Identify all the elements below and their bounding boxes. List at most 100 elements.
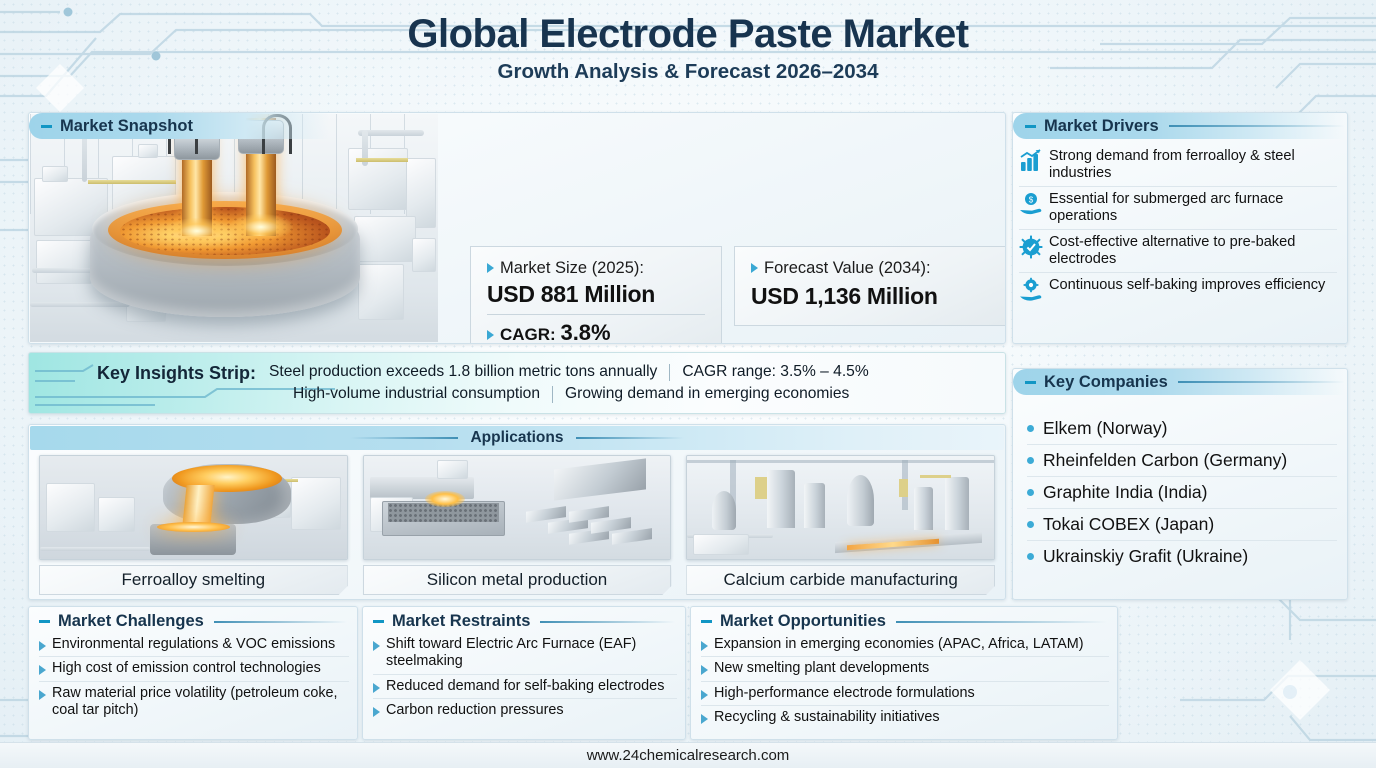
list-item: $ Essential for submerged arc furnace op… [1019,187,1337,230]
list-item-label: Reduced demand for self-baking electrode… [386,677,665,694]
list-item: New smelting plant developments [701,657,1109,682]
company-name: Ukrainskiy Grafit (Ukraine) [1043,546,1249,566]
market-opportunities-panel: Market Opportunities Expansion in emergi… [690,606,1118,740]
applications-row: Ferroalloy smelting [39,455,996,595]
application-caption: Calcium carbide manufacturing [686,565,995,595]
market-drivers-list: Strong demand from ferroalloy & steel in… [1013,141,1347,307]
key-insights-strip-panel: Key Insights Strip: Steel production exc… [28,352,1006,414]
list-item: Raw material price volatility (petroleum… [39,682,349,723]
application-card: Calcium carbide manufacturing [686,455,996,595]
application-caption: Ferroalloy smelting [39,565,348,595]
section-heading-label: Market Restraints [392,612,531,630]
insights-row: Steel production exceeds 1.8 billion met… [257,361,995,383]
triangle-bullet-icon [701,641,708,651]
triangle-bullet-icon [487,330,494,340]
market-restraints-list: Shift toward Electric Arc Furnace (EAF) … [363,631,685,722]
application-card: Ferroalloy smelting [39,455,348,595]
company-name: Graphite India (India) [1043,482,1208,502]
cagr-value: 3.8% [560,320,611,344]
list-item-label: New smelting plant developments [714,660,930,677]
triangle-bullet-icon [701,689,708,700]
application-card: Silicon metal production [362,455,672,595]
list-item-label: Strong demand from ferroalloy & steel in… [1049,148,1295,181]
company-name: Tokai COBEX (Japan) [1043,514,1215,534]
triangle-bullet-icon [701,665,708,676]
list-item-label: Recycling & sustainability initiatives [714,708,940,725]
section-heading-label: Market Snapshot [60,116,193,135]
section-heading-label: Applications [470,429,564,446]
bullet-dot-icon [1027,489,1034,496]
page-subtitle: Growth Analysis & Forecast 2026–2034 [497,59,879,83]
dash-icon [373,620,384,623]
insight-cell: High-volume industrial consumption [293,385,541,402]
list-item: Carbon reduction pressures [373,699,677,722]
bullet-dot-icon [1027,521,1034,528]
list-item-label: High-performance electrode formulations [714,684,975,701]
infographic-header: Global Electrode Paste Market Growth Ana… [0,12,1376,84]
market-challenges-panel: Market Challenges Environmental regulati… [28,606,358,740]
list-item: Strong demand from ferroalloy & steel in… [1019,144,1337,187]
list-item-label: Cost-effective alternative to pre-baked … [1049,233,1296,267]
insight-cell: Growing demand in emerging economies [565,385,850,402]
dash-icon [1025,380,1036,384]
bullet-dot-icon [1027,425,1034,432]
triangle-bullet-icon [373,706,380,717]
gear-check-icon [1019,234,1043,260]
list-item: High-performance electrode formulations [701,682,1109,706]
list-item-label: Raw material price volatility (petroleum… [52,684,338,718]
silicon-metal-ingots-photo [362,455,672,560]
hand-holding-gear-icon [1019,277,1043,303]
list-item: Expansion in emerging economies (APAC, A… [701,633,1109,658]
chemical-plant-interior-photo [686,455,996,560]
ladle-pouring-molten-metal-photo [39,455,348,560]
list-item: Recycling & sustainability initiatives [701,706,1109,729]
triangle-bullet-icon [373,682,380,693]
list-item: Environmental regulations & VOC emission… [39,633,349,658]
list-item: Elkem (Norway) [1027,413,1337,445]
insights-row: High-volume industrial consumption Growi… [257,383,995,405]
dash-icon [701,620,712,623]
divider [669,363,671,381]
svg-text:$: $ [1029,195,1034,204]
list-item-label: Shift toward Electric Arc Furnace (EAF) … [386,636,637,670]
list-item: Graphite India (India) [1027,477,1337,509]
list-item: Ukrainskiy Grafit (Ukraine) [1027,541,1337,572]
forecast-value-card: Forecast Value (2034): USD 1,136 Million [734,246,1006,326]
market-snapshot-heading: Market Snapshot [29,113,329,139]
triangle-bullet-icon [751,263,758,273]
market-challenges-heading: Market Challenges [29,607,357,631]
dash-icon [1025,124,1036,128]
forecast-value-label: Forecast Value (2034): [764,259,931,277]
page-title: Global Electrode Paste Market [407,12,969,56]
dash-icon [41,124,52,128]
triangle-bullet-icon [39,641,46,651]
hand-holding-dollar-icon: $ [1019,191,1043,217]
footer-url: www.24chemicalresearch.com [586,747,790,764]
list-item: Continuous self-baking improves efficien… [1019,273,1337,307]
market-restraints-heading: Market Restraints [363,607,685,631]
market-opportunities-heading: Market Opportunities [691,607,1117,631]
market-opportunities-list: Expansion in emerging economies (APAC, A… [691,631,1117,729]
key-companies-list: Elkem (Norway) Rheinfelden Carbon (Germa… [1013,413,1347,572]
section-heading-label: Market Challenges [58,612,204,630]
market-size-value: USD 881 Million [487,281,656,307]
insight-cell: CAGR range: 3.5% – 4.5% [682,363,869,380]
list-item: High cost of emission control technologi… [39,657,349,682]
triangle-bullet-icon [487,263,494,273]
divider [552,385,554,403]
market-drivers-panel: Market Drivers Strong demand from ferroa… [1012,112,1348,344]
submerged-arc-furnace-photo [30,114,438,342]
list-item: Tokai COBEX (Japan) [1027,509,1337,541]
list-item-label: Environmental regulations & VOC emission… [52,636,336,652]
market-drivers-heading: Market Drivers [1013,113,1345,139]
section-heading-label: Market Opportunities [720,612,886,630]
list-item: Shift toward Electric Arc Furnace (EAF) … [373,633,677,675]
triangle-bullet-icon [373,641,380,651]
cagr-label: CAGR: [500,325,556,344]
list-item-label: High cost of emission control technologi… [52,660,321,677]
list-item-label: Essential for submerged arc furnace oper… [1049,190,1284,224]
section-heading-label: Key Companies [1044,372,1168,391]
triangle-bullet-icon [39,689,46,700]
cagr-row: CAGR: 3.8% [500,320,611,344]
